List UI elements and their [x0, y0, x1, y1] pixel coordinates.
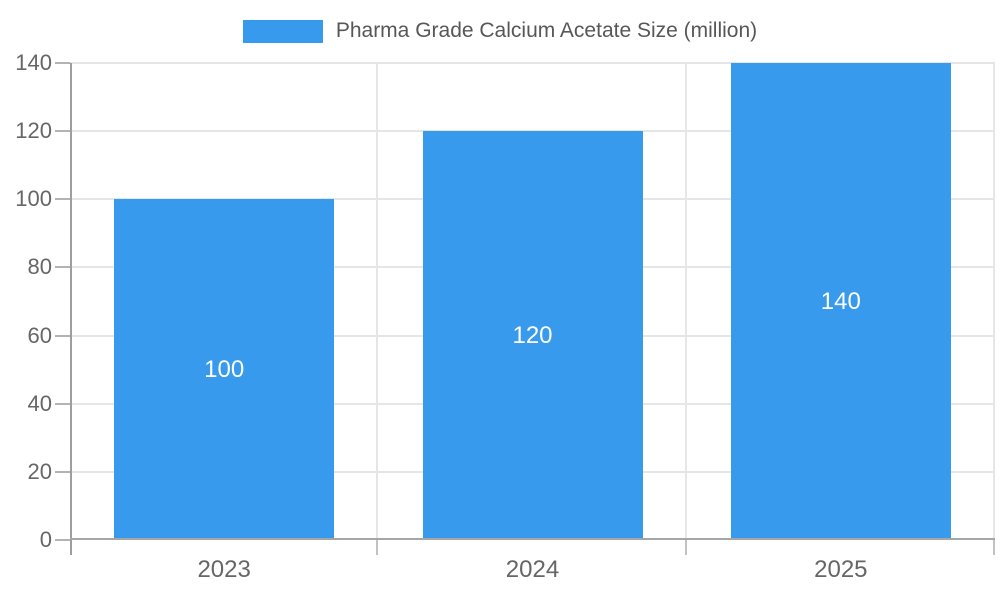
x-tick	[376, 540, 379, 555]
v-gridline	[684, 63, 687, 540]
legend: Pharma Grade Calcium Acetate Size (milli…	[0, 19, 1000, 43]
v-gridline	[993, 63, 995, 540]
y-tick-label: 140	[15, 50, 52, 75]
y-tick	[55, 130, 70, 133]
bar-value-label: 120	[512, 321, 553, 349]
y-tick-label: 20	[27, 458, 52, 484]
y-tick	[55, 402, 70, 405]
x-tick-label: 2025	[814, 556, 868, 583]
y-tick	[55, 470, 70, 473]
y-tick	[55, 266, 70, 269]
y-tick-label: 80	[27, 254, 52, 280]
bar-value-label: 140	[820, 287, 861, 315]
plot-area: 0 20 40 60 80 100 120 140 100 2023 120 2024 140 2025	[15, 50, 995, 583]
x-axis-line	[70, 538, 995, 540]
v-gridline	[376, 63, 379, 540]
y-tick	[55, 334, 70, 337]
y-tick-label: 100	[15, 186, 52, 212]
y-tick-label: 0	[39, 527, 52, 552]
bar	[422, 131, 643, 540]
y-tick-label: 120	[15, 118, 52, 144]
legend-item[interactable]: Pharma Grade Calcium Acetate Size (milli…	[242, 19, 758, 43]
bar	[730, 63, 951, 540]
h-gridline	[70, 62, 995, 64]
y-tick-label: 60	[27, 322, 52, 348]
bar	[114, 199, 335, 540]
y-axis-line	[70, 63, 72, 555]
y-tick	[55, 62, 70, 64]
legend-swatch-icon	[242, 19, 323, 43]
y-tick	[55, 539, 70, 541]
x-tick-label: 2023	[197, 556, 251, 583]
x-tick-label: 2024	[505, 556, 560, 583]
x-tick	[684, 540, 687, 555]
bar-value-label: 100	[204, 355, 245, 383]
y-tick	[55, 198, 70, 201]
legend-label: Pharma Grade Calcium Acetate Size (milli…	[335, 19, 758, 42]
x-tick	[993, 540, 995, 555]
y-tick-label: 40	[27, 390, 52, 416]
